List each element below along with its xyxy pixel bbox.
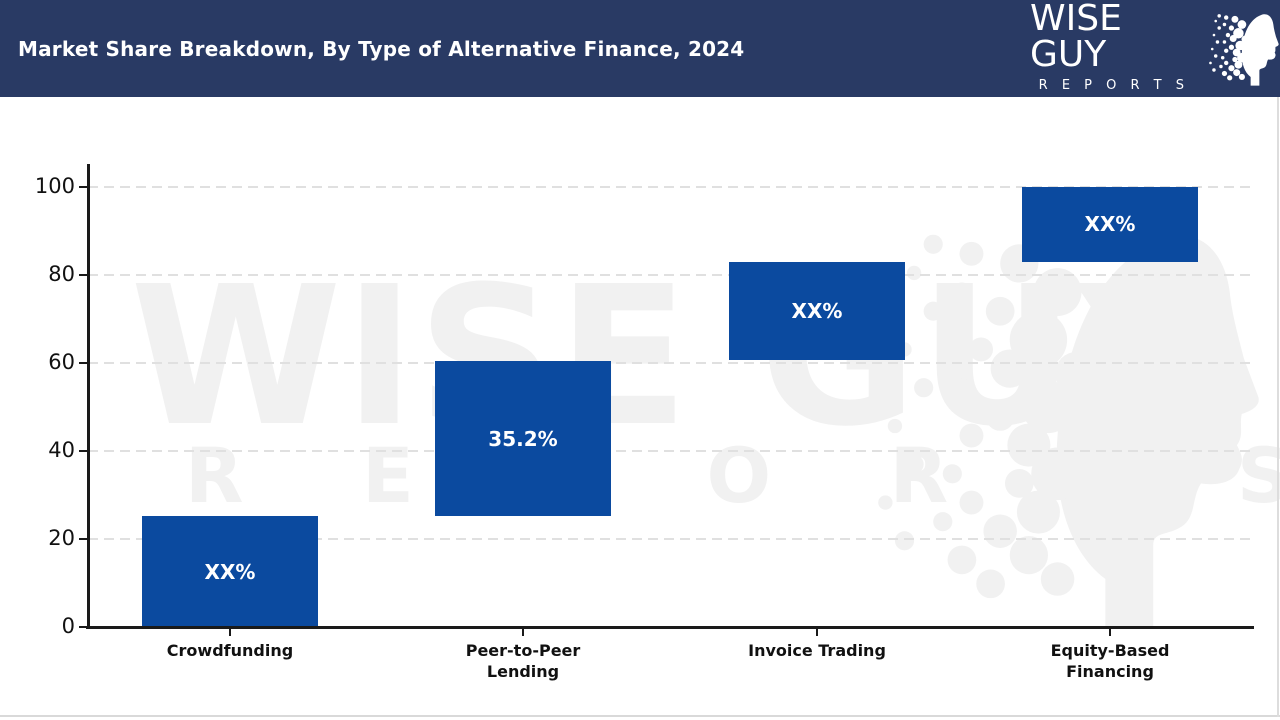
bar-crowdfunding: XX% bbox=[142, 516, 318, 627]
bar-value-label: 35.2% bbox=[488, 426, 558, 451]
x-tick-mark bbox=[229, 628, 231, 636]
bottom-divider bbox=[0, 715, 1280, 717]
x-category-label: Equity-Based Financing bbox=[1050, 641, 1170, 681]
y-tick-mark bbox=[79, 362, 87, 364]
logo-text: WISE GUY R E P O R T S bbox=[1030, 0, 1198, 93]
y-axis-line bbox=[87, 164, 90, 628]
bar-value-label: XX% bbox=[1084, 212, 1136, 237]
gridline-40 bbox=[88, 450, 1256, 452]
x-category-label: Invoice Trading bbox=[748, 641, 886, 660]
y-tick-mark bbox=[79, 626, 87, 628]
chart-title: Market Share Breakdown, By Type of Alter… bbox=[18, 36, 745, 61]
y-tick-label: 0 bbox=[61, 614, 75, 638]
header-bar: Market Share Breakdown, By Type of Alter… bbox=[0, 0, 1280, 97]
y-tick-label: 100 bbox=[34, 174, 75, 198]
x-tick-mark bbox=[1109, 628, 1111, 636]
y-tick-label: 40 bbox=[48, 438, 75, 462]
bar-value-label: XX% bbox=[791, 299, 843, 324]
y-tick-mark bbox=[79, 450, 87, 452]
x-category-label: Peer-to-Peer Lending bbox=[465, 641, 581, 681]
y-tick-label: 60 bbox=[48, 350, 75, 374]
y-tick-mark bbox=[79, 274, 87, 276]
dotted-head-icon bbox=[1208, 13, 1279, 86]
bar-invoice-trading: XX% bbox=[729, 261, 905, 361]
x-tick-mark bbox=[522, 628, 524, 636]
right-divider bbox=[1277, 97, 1279, 717]
gridline-100 bbox=[88, 186, 1256, 188]
y-tick-label: 20 bbox=[48, 526, 75, 550]
y-tick-mark bbox=[79, 186, 87, 188]
bar-value-label: XX% bbox=[204, 559, 256, 584]
y-tick-mark bbox=[79, 538, 87, 540]
bar-peer-to-peer-lending: 35.2% bbox=[435, 361, 611, 517]
x-axis-line bbox=[86, 626, 1254, 629]
gridline-20 bbox=[88, 538, 1256, 540]
logo-wordmark: WISE GUY bbox=[1030, 0, 1122, 75]
x-tick-mark bbox=[816, 628, 818, 636]
x-category-label: Crowdfunding bbox=[166, 641, 294, 660]
logo-subtext: R E P O R T S bbox=[1038, 78, 1189, 93]
gridline-80 bbox=[88, 274, 1256, 276]
bar-equity-based-financing: XX% bbox=[1022, 187, 1198, 262]
wise-guy-reports-logo: WISE GUY R E P O R T S bbox=[1030, 0, 1280, 97]
y-tick-label: 80 bbox=[48, 262, 75, 286]
gridline-60 bbox=[88, 362, 1256, 364]
